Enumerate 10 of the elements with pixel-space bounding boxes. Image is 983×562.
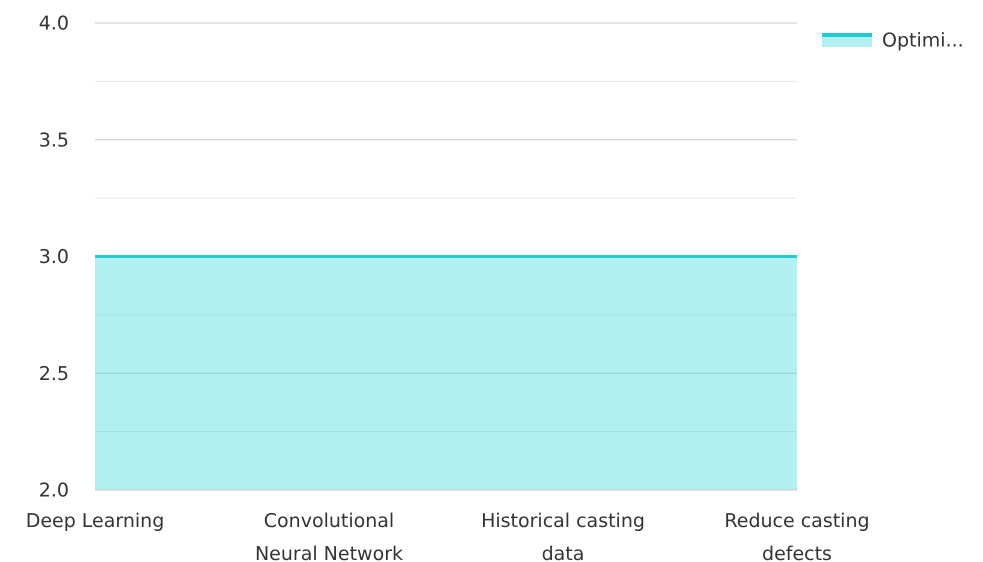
y-tick-label: 4.0 [38,12,69,35]
y-tick-label: 2.5 [38,362,69,385]
legend-label: Optimi... [882,30,964,52]
x-tick-label: Deep Learning [26,510,164,532]
x-tick-label: Convolutional Neural Network [254,510,404,562]
y-tick-label: 2.0 [38,480,69,502]
y-tick-label: 3.5 [38,129,69,152]
x-tick-label: Reduce casting defects [724,510,870,562]
y-tick-label: 3.0 [38,246,69,268]
x-tick-label: Historical casting data [481,510,645,562]
